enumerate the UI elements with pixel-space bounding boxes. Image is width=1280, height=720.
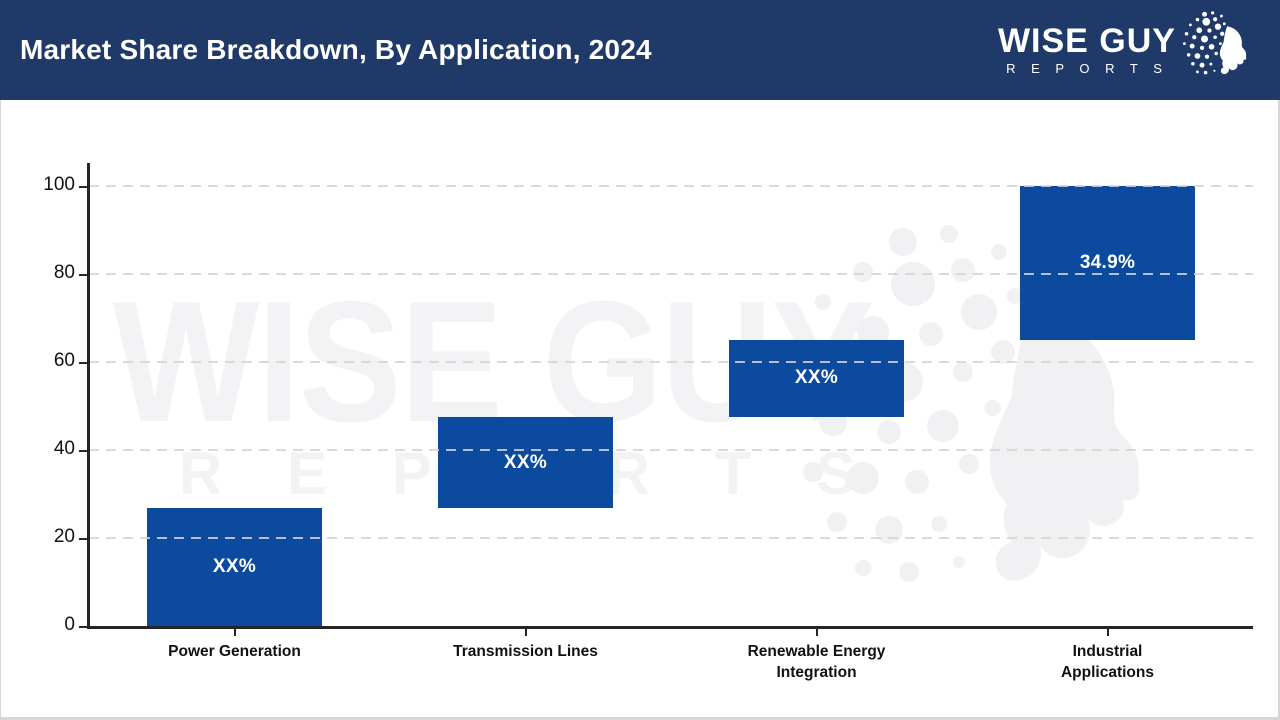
gridline-100 <box>89 185 1253 187</box>
bar-1: XX% <box>147 507 322 626</box>
wiseguy-logo: WISE GUY R E P O R T S <box>998 9 1280 92</box>
category-label-line: Transmission Lines <box>453 643 598 660</box>
y-tick-label: 80 <box>53 262 75 283</box>
category-label-line: Industrial <box>1072 643 1143 660</box>
wiseguy-logo-text: WISE GUY R E P O R T S <box>998 23 1176 77</box>
y-tick-label: 0 <box>64 614 75 635</box>
x-tick-3 <box>815 629 818 636</box>
y-tick-40 <box>79 450 87 452</box>
category-label-line: Power Generation <box>168 643 301 660</box>
x-tick-4 <box>1106 629 1109 636</box>
bar-2: XX% <box>438 417 613 508</box>
y-tick-0 <box>79 626 87 628</box>
y-tick-label: 20 <box>53 526 75 547</box>
gridline-40 <box>89 449 1253 451</box>
y-axis-line <box>87 163 90 629</box>
dotted-head-icon <box>1182 10 1247 74</box>
gridline-60 <box>89 361 1253 363</box>
category-label-line: Applications <box>1060 664 1154 681</box>
bar-value-label: XX% <box>794 367 839 389</box>
category-label: Power Generation <box>95 641 375 662</box>
category-label: Renewable Energy Integration <box>677 641 957 683</box>
bar-value-label: 34.9% <box>1079 251 1136 273</box>
x-tick-1 <box>233 629 236 636</box>
y-tick-80 <box>79 274 87 276</box>
x-tick-2 <box>524 629 527 636</box>
category-label-line: Renewable Energy <box>747 643 886 660</box>
y-tick-label: 60 <box>53 350 75 371</box>
y-tick-label: 100 <box>43 174 75 195</box>
x-axis-line <box>87 626 1253 629</box>
category-label: Industrial Applications <box>968 641 1248 683</box>
category-label-line: Integration <box>776 664 857 681</box>
header-bar: Market Share Breakdown, By Application, … <box>0 0 1280 100</box>
chart-area: WISE GUY R E P O R T S XX%XX%XX%34.9% 02… <box>0 100 1280 720</box>
gridline-20 <box>89 537 1253 539</box>
bar-value-label: XX% <box>212 555 257 577</box>
y-tick-100 <box>79 186 87 188</box>
gridline-80 <box>89 273 1253 275</box>
category-label: Transmission Lines <box>386 641 666 662</box>
bar-4: 34.9% <box>1020 186 1195 340</box>
logo-brand-name: WISE GUY <box>997 22 1176 60</box>
bar-3: XX% <box>729 339 904 418</box>
page-title: Market Share Breakdown, By Application, … <box>20 34 652 65</box>
bar-value-label: XX% <box>503 451 548 473</box>
y-tick-label: 40 <box>53 438 75 459</box>
y-tick-60 <box>79 362 87 364</box>
logo-brand-subtitle: R E P O R T S <box>1006 61 1168 76</box>
y-tick-20 <box>79 538 87 540</box>
